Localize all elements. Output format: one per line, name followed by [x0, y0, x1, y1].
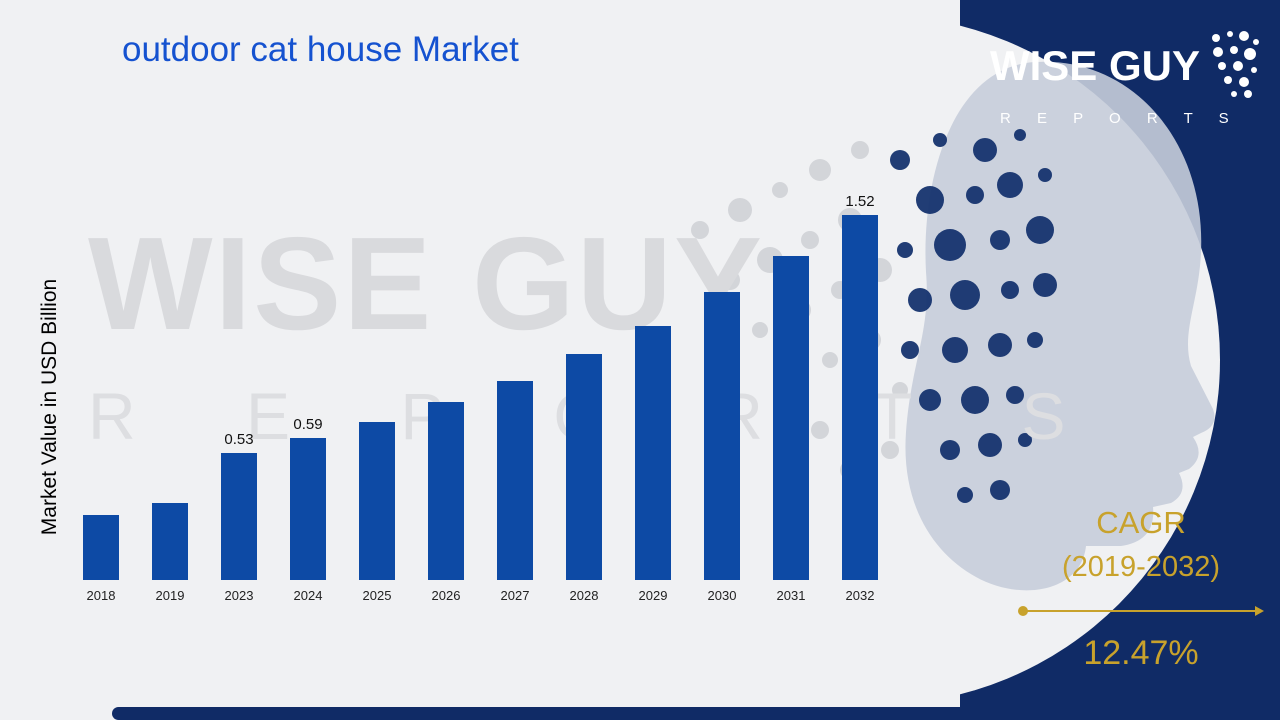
cagr-block: CAGR (2019-2032) 12.47% — [1016, 505, 1266, 673]
bar-group: 2018 — [83, 493, 119, 604]
logo-head-icon — [1212, 31, 1259, 98]
bar — [290, 438, 326, 580]
watermark-line1: WISE GUY — [88, 210, 765, 357]
bar — [152, 503, 188, 580]
x-axis-tick-label: 2032 — [845, 588, 875, 603]
logo-subtitle: R E P O R T S — [999, 110, 1240, 127]
cagr-range: (2019-2032) — [1062, 551, 1220, 583]
watermark-line2: R E P O R T S — [88, 379, 1112, 453]
wiseguy-logo: WISE GUY R E P O R T S — [990, 26, 1266, 127]
x-axis-tick-label: 2029 — [638, 588, 668, 603]
cagr-label: CAGR — [1096, 505, 1186, 540]
bar — [83, 515, 119, 580]
x-axis-tick-label: 2018 — [86, 588, 116, 603]
page-title: outdoor cat house Market — [122, 30, 519, 69]
divider-dot — [1018, 606, 1028, 616]
x-axis-tick-label: 2030 — [707, 588, 737, 603]
bar-group: 0.53 2023 — [221, 431, 257, 604]
x-axis-tick-label: 2031 — [776, 588, 806, 603]
x-axis-tick-label: 2019 — [155, 588, 185, 603]
logo-wordmark: WISE GUY — [989, 42, 1200, 89]
x-axis-tick-label: 2025 — [362, 588, 392, 603]
bottom-accent-bar — [112, 707, 1280, 720]
x-axis-tick-label: 2027 — [500, 588, 530, 603]
y-axis-label: Market Value in USD Billion — [38, 278, 61, 536]
x-axis-tick-label: 2028 — [569, 588, 599, 603]
bar-group: 2019 — [152, 481, 188, 604]
x-axis-tick-label: 2023 — [224, 588, 254, 603]
cagr-divider — [1018, 606, 1264, 616]
divider-arrow-icon — [1255, 606, 1264, 616]
watermark: WISE GUY R E P O R T S — [88, 218, 1112, 454]
bar — [221, 453, 257, 580]
x-axis-tick-label: 2026 — [431, 588, 461, 603]
bar-value-label: 1.52 — [845, 193, 875, 210]
x-axis-tick-label: 2024 — [293, 588, 323, 603]
cagr-value: 12.47% — [1083, 634, 1199, 672]
